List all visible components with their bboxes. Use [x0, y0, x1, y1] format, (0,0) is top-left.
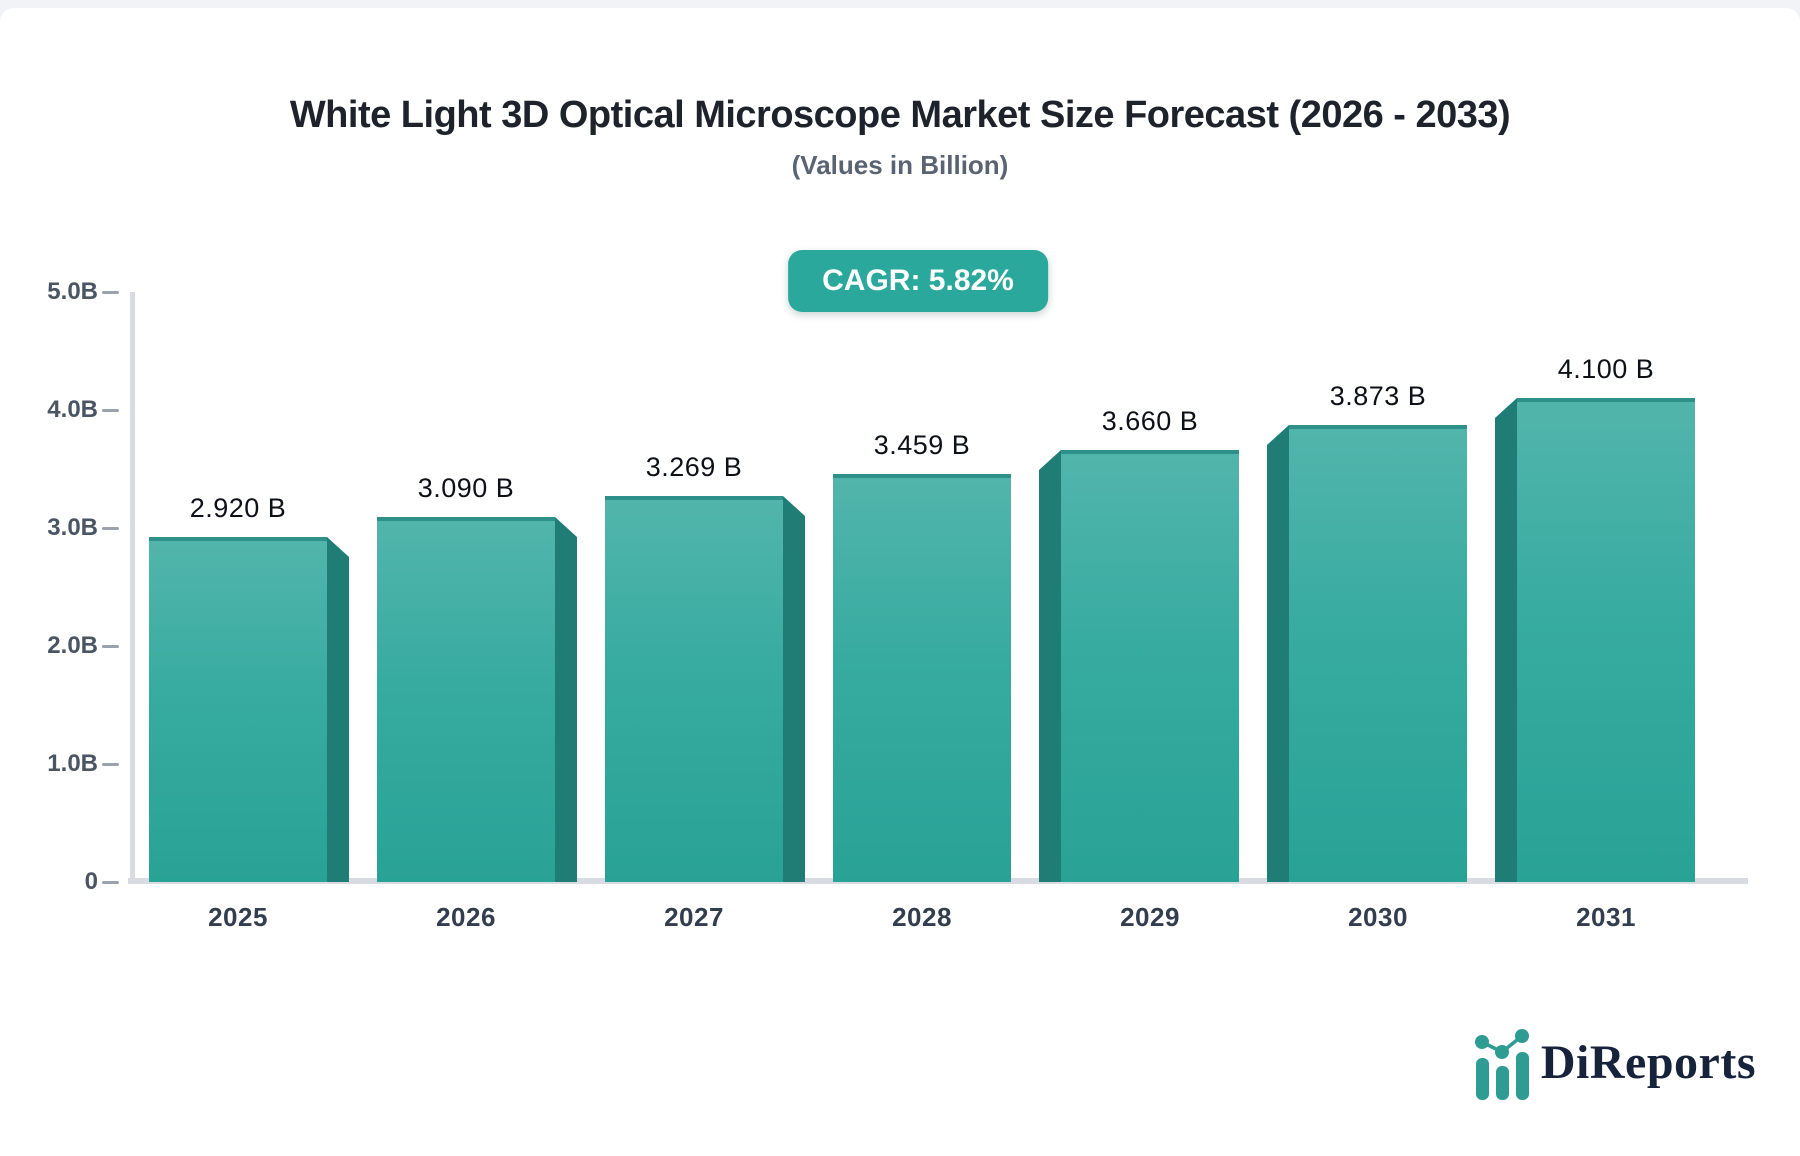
y-axis-line: [130, 292, 135, 882]
bar-face: [1517, 398, 1695, 882]
bar-3d-side: [1039, 450, 1061, 882]
x-tick-label-2029: 2029: [1120, 902, 1180, 932]
x-tick-label-2027: 2027: [664, 902, 724, 932]
bar-value-label: 4.100 B: [1557, 354, 1655, 384]
direports-logo: DiReports: [1471, 1022, 1756, 1102]
bar-face: [1289, 425, 1467, 882]
bar-3d-side: [327, 537, 349, 882]
bar-value-label: 3.459 B: [873, 430, 971, 460]
chart-subtitle: (Values in Billion): [791, 150, 1009, 180]
x-tick-label-2031: 2031: [1576, 902, 1636, 932]
bar-3d-side: [1267, 425, 1289, 882]
bar-2029: [1039, 450, 1239, 882]
bar-2026: [377, 517, 577, 882]
bar-face: [377, 517, 555, 882]
y-tick-mark: [102, 408, 119, 412]
bar-face: [833, 474, 1011, 882]
bar-2030: [1267, 425, 1467, 882]
x-tick-label-2026: 2026: [436, 902, 496, 932]
y-tick-label: 3.0B: [47, 514, 98, 541]
x-tick-label-2030: 2030: [1348, 902, 1408, 932]
y-tick-label: 5.0B: [47, 278, 98, 305]
bar-2031: [1495, 398, 1695, 882]
y-tick-label: 1.0B: [47, 750, 98, 777]
bar-face: [605, 496, 783, 882]
bar-3d-side: [1495, 398, 1517, 882]
bar-face: [1061, 450, 1239, 882]
bar-value-label: 3.873 B: [1329, 381, 1427, 411]
bar-value-label: 3.660 B: [1101, 406, 1199, 436]
x-tick-label-2025: 2025: [208, 902, 268, 932]
bar-3d-side: [555, 517, 577, 882]
brand-name: DiReports: [1540, 1035, 1756, 1089]
chart-title: White Light 3D Optical Microscope Market…: [289, 94, 1511, 136]
y-tick-mark: [102, 290, 119, 294]
bar-chart-logo-icon: [1474, 1029, 1529, 1100]
y-tick-label: 2.0B: [47, 632, 98, 659]
bar-face: [149, 537, 327, 882]
bar-2025: [149, 537, 349, 882]
cagr-badge: CAGR: 5.82%: [788, 250, 1048, 312]
bar-2028: [833, 474, 1011, 882]
y-tick-mark: [102, 880, 119, 884]
y-tick-mark: [102, 762, 119, 766]
y-tick-mark: [102, 526, 119, 530]
y-tick-mark: [102, 644, 119, 648]
bar-value-label: 3.269 B: [645, 452, 743, 482]
y-tick-label: 0: [84, 868, 98, 895]
bar-value-label: 2.920 B: [189, 493, 287, 523]
bar-3d-side: [783, 496, 805, 882]
x-tick-label-2028: 2028: [892, 902, 952, 932]
y-tick-label: 4.0B: [47, 396, 98, 423]
bar-value-label: 3.090 B: [417, 473, 515, 503]
bar-2027: [605, 496, 805, 882]
